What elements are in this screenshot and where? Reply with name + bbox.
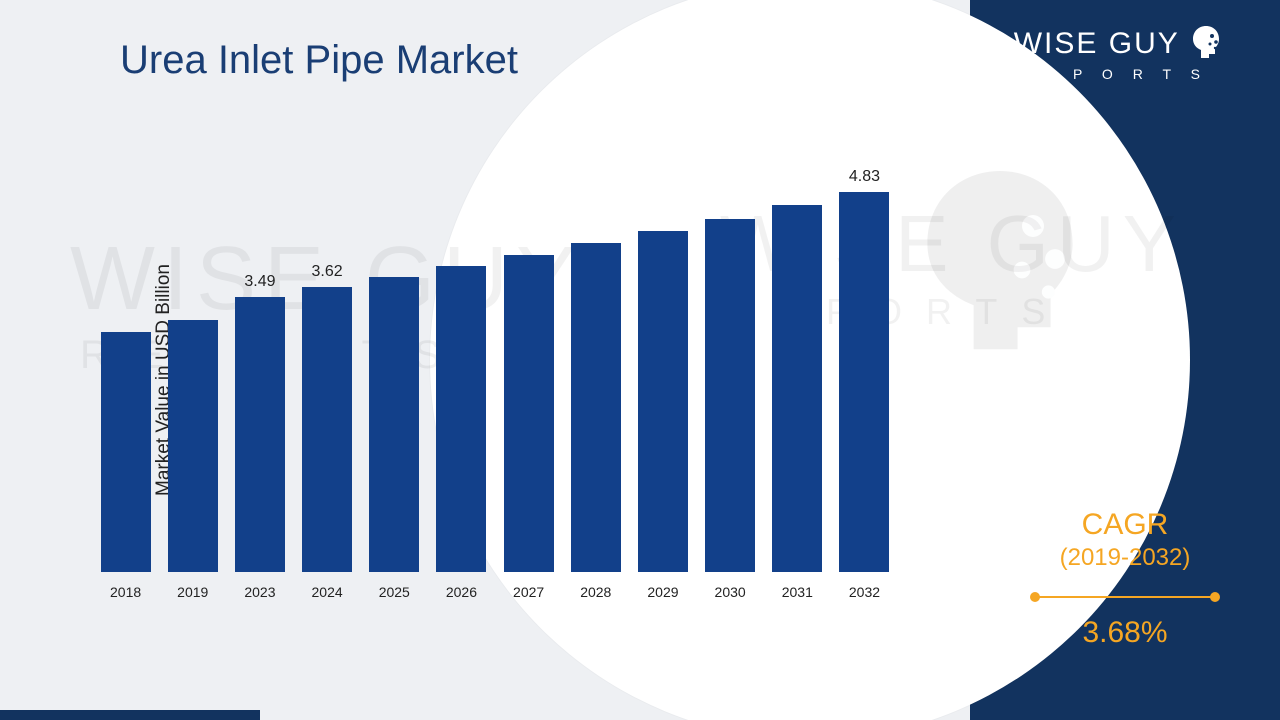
cagr-box: CAGR (2019-2032) 3.68%: [1010, 508, 1240, 650]
logo-text-line2: R E P O R T S: [1014, 66, 1252, 82]
x-tick-label: 2019: [167, 584, 218, 600]
bar-2030: [705, 219, 756, 572]
bar-2027: [503, 255, 554, 572]
bar: [705, 219, 755, 572]
bar-2023: 3.49: [234, 297, 285, 572]
bar: [302, 287, 352, 572]
bar-2024: 3.62: [302, 287, 353, 572]
bar: [101, 332, 151, 572]
bar: [638, 231, 688, 572]
brand-logo: WISE GUY R E P O R T S: [1014, 24, 1252, 82]
cagr-label: CAGR: [1010, 508, 1240, 542]
x-tick-label: 2025: [369, 584, 420, 600]
x-tick-label: 2031: [772, 584, 823, 600]
bar-value-label: 3.49: [244, 273, 275, 291]
bar-2031: [772, 205, 823, 572]
bar-2025: [369, 277, 420, 572]
bar: [772, 205, 822, 572]
bar-value-label: 4.83: [849, 168, 880, 186]
bar-chart: Market Value in USD Billion 3.493.624.83…: [82, 160, 882, 600]
bar-2028: [570, 243, 621, 572]
bar-value-label: 3.62: [312, 263, 343, 281]
x-tick-label: 2026: [436, 584, 487, 600]
bar: [504, 255, 554, 572]
bar-2019: [167, 320, 218, 572]
chart-title: Urea Inlet Pipe Market: [120, 38, 518, 83]
x-tick-label: 2018: [100, 584, 151, 600]
bar: [235, 297, 285, 572]
bar-2029: [637, 231, 688, 572]
x-axis-labels: 2018 2019 2023 2024 2025 2026 2027 2028 2029 2030…: [100, 584, 890, 600]
x-tick-label: 2027: [503, 584, 554, 600]
x-tick-label: 2024: [302, 584, 353, 600]
bar: [369, 277, 419, 572]
logo-text-line1: WISE GUY: [1014, 27, 1180, 61]
bar: [168, 320, 218, 572]
bar-2032: 4.83: [839, 192, 890, 572]
bar-2018: [100, 332, 151, 572]
cagr-divider: [1035, 596, 1215, 598]
bar: [436, 266, 486, 572]
bottom-accent-bar: [0, 710, 260, 720]
x-tick-label: 2028: [570, 584, 621, 600]
bar-2026: [436, 266, 487, 572]
x-tick-label: 2023: [234, 584, 285, 600]
x-tick-label: 2029: [637, 584, 688, 600]
logo-head-icon: [1186, 24, 1226, 64]
bar: [571, 243, 621, 572]
x-tick-label: 2032: [839, 584, 890, 600]
x-tick-label: 2030: [705, 584, 756, 600]
watermark-head-icon: [890, 160, 1110, 380]
bar: [839, 192, 889, 572]
bars-container: 3.49 3.62 4.83: [100, 172, 890, 572]
cagr-value: 3.68%: [1010, 616, 1240, 650]
cagr-range: (2019-2032): [1010, 544, 1240, 572]
infographic-canvas: Urea Inlet Pipe Market WISE GUY R E P O …: [0, 0, 1280, 720]
